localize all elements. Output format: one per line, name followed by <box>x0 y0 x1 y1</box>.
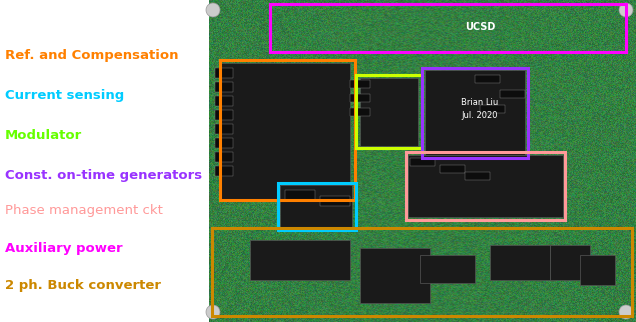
Bar <box>215 166 233 176</box>
Bar <box>215 138 233 148</box>
Bar <box>215 110 233 120</box>
Bar <box>406 152 565 220</box>
Text: Auxiliary power: Auxiliary power <box>5 242 123 254</box>
Text: 2 ph. Buck converter: 2 ph. Buck converter <box>5 279 161 291</box>
Text: Current sensing: Current sensing <box>5 89 124 101</box>
Bar <box>350 94 370 102</box>
Bar <box>209 0 636 322</box>
Circle shape <box>619 305 633 319</box>
Bar <box>420 255 475 283</box>
Bar <box>320 196 350 206</box>
Bar <box>212 228 632 316</box>
Bar <box>550 245 590 280</box>
Text: Modulator: Modulator <box>5 128 82 141</box>
Bar <box>490 245 550 280</box>
Bar <box>360 78 418 146</box>
Circle shape <box>619 3 633 17</box>
Bar <box>425 70 525 155</box>
Bar <box>410 158 435 166</box>
Bar <box>215 152 233 162</box>
Bar <box>360 248 430 303</box>
Bar <box>350 108 370 116</box>
Bar <box>215 68 233 78</box>
Circle shape <box>206 305 220 319</box>
Bar <box>408 155 563 217</box>
Bar <box>215 82 233 92</box>
Bar <box>580 255 615 285</box>
Text: Const. on-time generators: Const. on-time generators <box>5 168 202 182</box>
Text: Brian Liu: Brian Liu <box>461 98 499 107</box>
Text: Phase management ckt: Phase management ckt <box>5 204 163 216</box>
Bar <box>280 185 352 227</box>
Bar <box>500 90 525 98</box>
Bar <box>356 75 422 148</box>
Bar <box>220 63 350 201</box>
Text: Jul. 2020: Jul. 2020 <box>462 111 498 120</box>
Bar <box>278 183 356 230</box>
Bar <box>285 190 315 200</box>
Bar <box>480 105 505 113</box>
Bar <box>350 80 370 88</box>
Bar <box>220 60 355 200</box>
Bar <box>215 96 233 106</box>
Bar <box>270 4 626 52</box>
Bar <box>440 165 465 173</box>
Circle shape <box>206 3 220 17</box>
Bar <box>422 68 528 158</box>
Bar <box>465 172 490 180</box>
Bar <box>475 75 500 83</box>
Bar <box>215 124 233 134</box>
Text: Ref. and Compensation: Ref. and Compensation <box>5 49 179 62</box>
Text: UCSD: UCSD <box>465 22 495 32</box>
Bar <box>250 240 350 280</box>
